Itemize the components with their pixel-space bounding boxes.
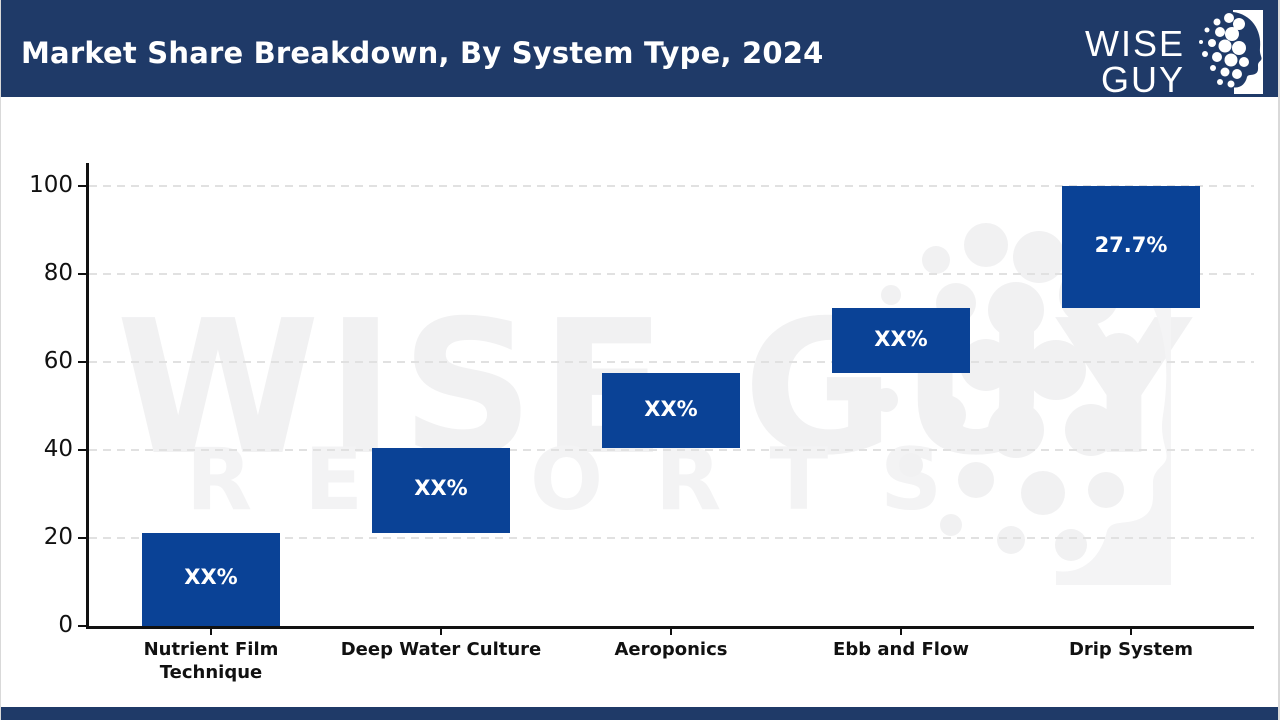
x-axis-tick [1130,626,1132,635]
y-axis-tick-label: 80 [43,260,73,286]
x-axis-tick [900,626,902,635]
bar-value-label: XX% [414,476,468,501]
x-axis-tick [210,626,212,635]
gridline-80 [89,273,1254,275]
x-axis-category-label: Ebb and Flow [833,639,969,660]
x-axis-tick [440,626,442,635]
brand-logo: WISE GUY REPORTS [1013,8,1263,116]
bar-segment [372,448,510,533]
gridline-100 [89,185,1254,187]
bar-value-label: XX% [184,565,238,590]
y-axis-tick [78,537,87,539]
y-axis-tick [78,273,87,275]
gridline-40 [89,449,1254,451]
y-axis-tick [78,361,87,363]
y-axis-tick-label: 20 [43,524,73,550]
y-axis-tick-label: 100 [29,172,73,198]
footer-bar [1,707,1278,720]
y-axis-tick [78,449,87,451]
brand-head-icon [1199,10,1263,94]
y-axis-line [86,163,89,629]
brand-logo-text: WISE GUY REPORTS [1013,23,1185,117]
watermark-subtitle: REPORTS [186,430,995,530]
brand-name: WISE GUY [1084,23,1185,100]
header-bar: Market Share Breakdown, By System Type, … [1,0,1278,116]
brand-subtitle: REPORTS [1052,101,1185,116]
y-axis-tick-label: 60 [43,348,73,374]
y-axis-tick-label: 40 [43,436,73,462]
y-axis-tick [78,625,87,627]
bar-value-label: XX% [644,396,698,421]
bar-segment [142,532,280,626]
x-axis-tick [670,626,672,635]
y-axis-tick [78,185,87,187]
x-axis-category-label: Drip System [1068,639,1194,660]
bar-value-label: XX% [874,326,928,351]
gridline-20 [89,537,1254,539]
x-axis-category-label: Aeroponics [614,639,728,660]
page-title: Market Share Breakdown, By System Type, … [21,36,824,70]
gridline-60 [89,361,1254,363]
bar-segment [602,373,740,449]
x-axis-category-label: Nutrient Film Technique [143,639,279,683]
bar-value-label: 27.7% [1094,232,1168,257]
x-axis-category-label: Deep Water Culture [340,639,542,660]
y-axis-tick-label: 0 [58,612,73,638]
